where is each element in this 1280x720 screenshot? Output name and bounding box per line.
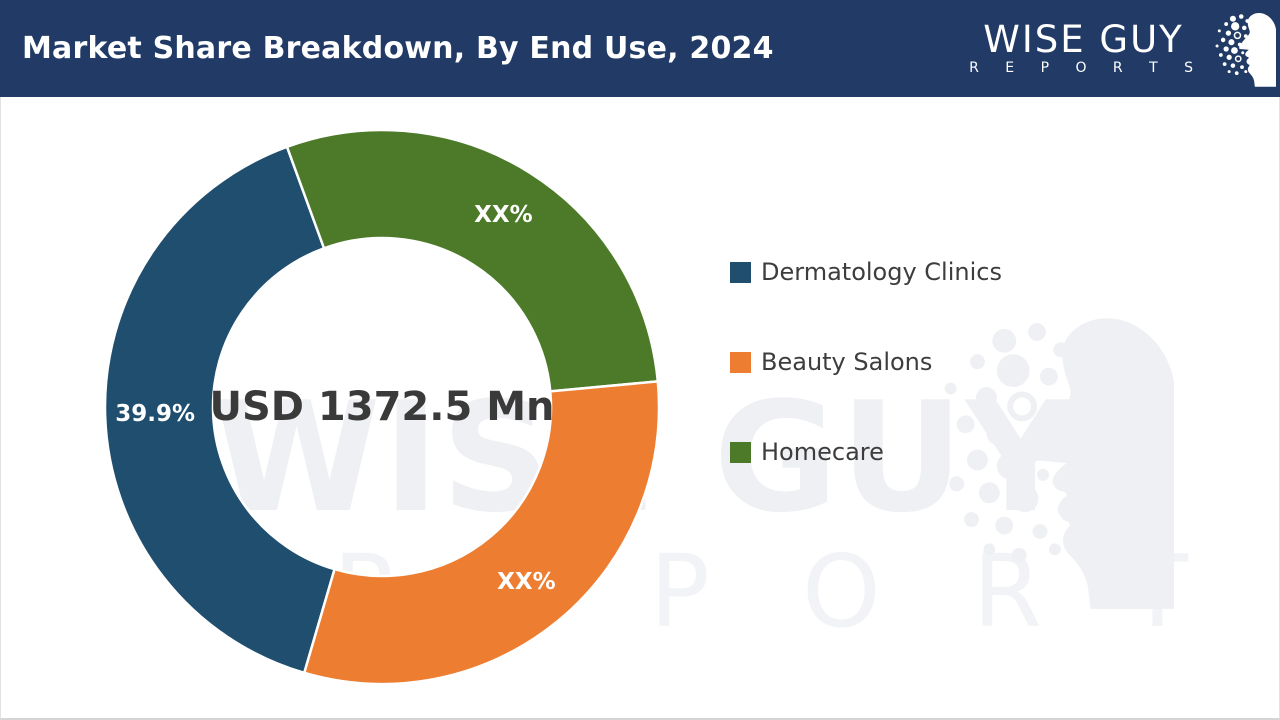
page-title: Market Share Breakdown, By End Use, 2024: [22, 31, 774, 66]
legend-item-beauty-salons: Beauty Salons: [730, 347, 1002, 377]
donut-chart: USD 1372.5 Mn 39.9% XX% XX%: [102, 127, 662, 687]
legend-item-homecare: Homecare: [730, 437, 1002, 467]
slice-label: XX%: [497, 569, 556, 596]
legend-swatch-icon: [730, 441, 751, 463]
slice-label: 39.9%: [115, 401, 196, 428]
logo-subtitle: R E P O R T S: [969, 60, 1204, 77]
donut-segment-1: [285, 128, 660, 393]
donut-center-value: USD 1372.5 Mn: [209, 384, 555, 430]
legend-swatch-icon: [730, 261, 751, 283]
donut-segment-0: [103, 145, 337, 675]
legend-label: Homecare: [761, 438, 884, 466]
donut-svg: [103, 128, 661, 686]
wise-guy-logo: WISE GUY R E P O R T S: [963, 9, 1280, 89]
logo-name: WISE GUY: [983, 17, 1184, 61]
legend-label: Beauty Salons: [761, 348, 933, 376]
slice-label: XX%: [474, 202, 533, 229]
donut-segment-2: [302, 380, 661, 686]
legend-label: Dermatology Clinics: [761, 258, 1002, 286]
header-bar: Market Share Breakdown, By End Use, 2024…: [0, 0, 1280, 97]
legend: Dermatology Clinics Beauty Salons Homeca…: [730, 257, 1002, 527]
legend-item-dermatology-clinics: Dermatology Clinics: [730, 257, 1002, 287]
legend-swatch-icon: [730, 351, 751, 373]
face-logo-icon: [1208, 9, 1276, 89]
logo-text: WISE GUY R E P O R T S: [963, 17, 1204, 77]
